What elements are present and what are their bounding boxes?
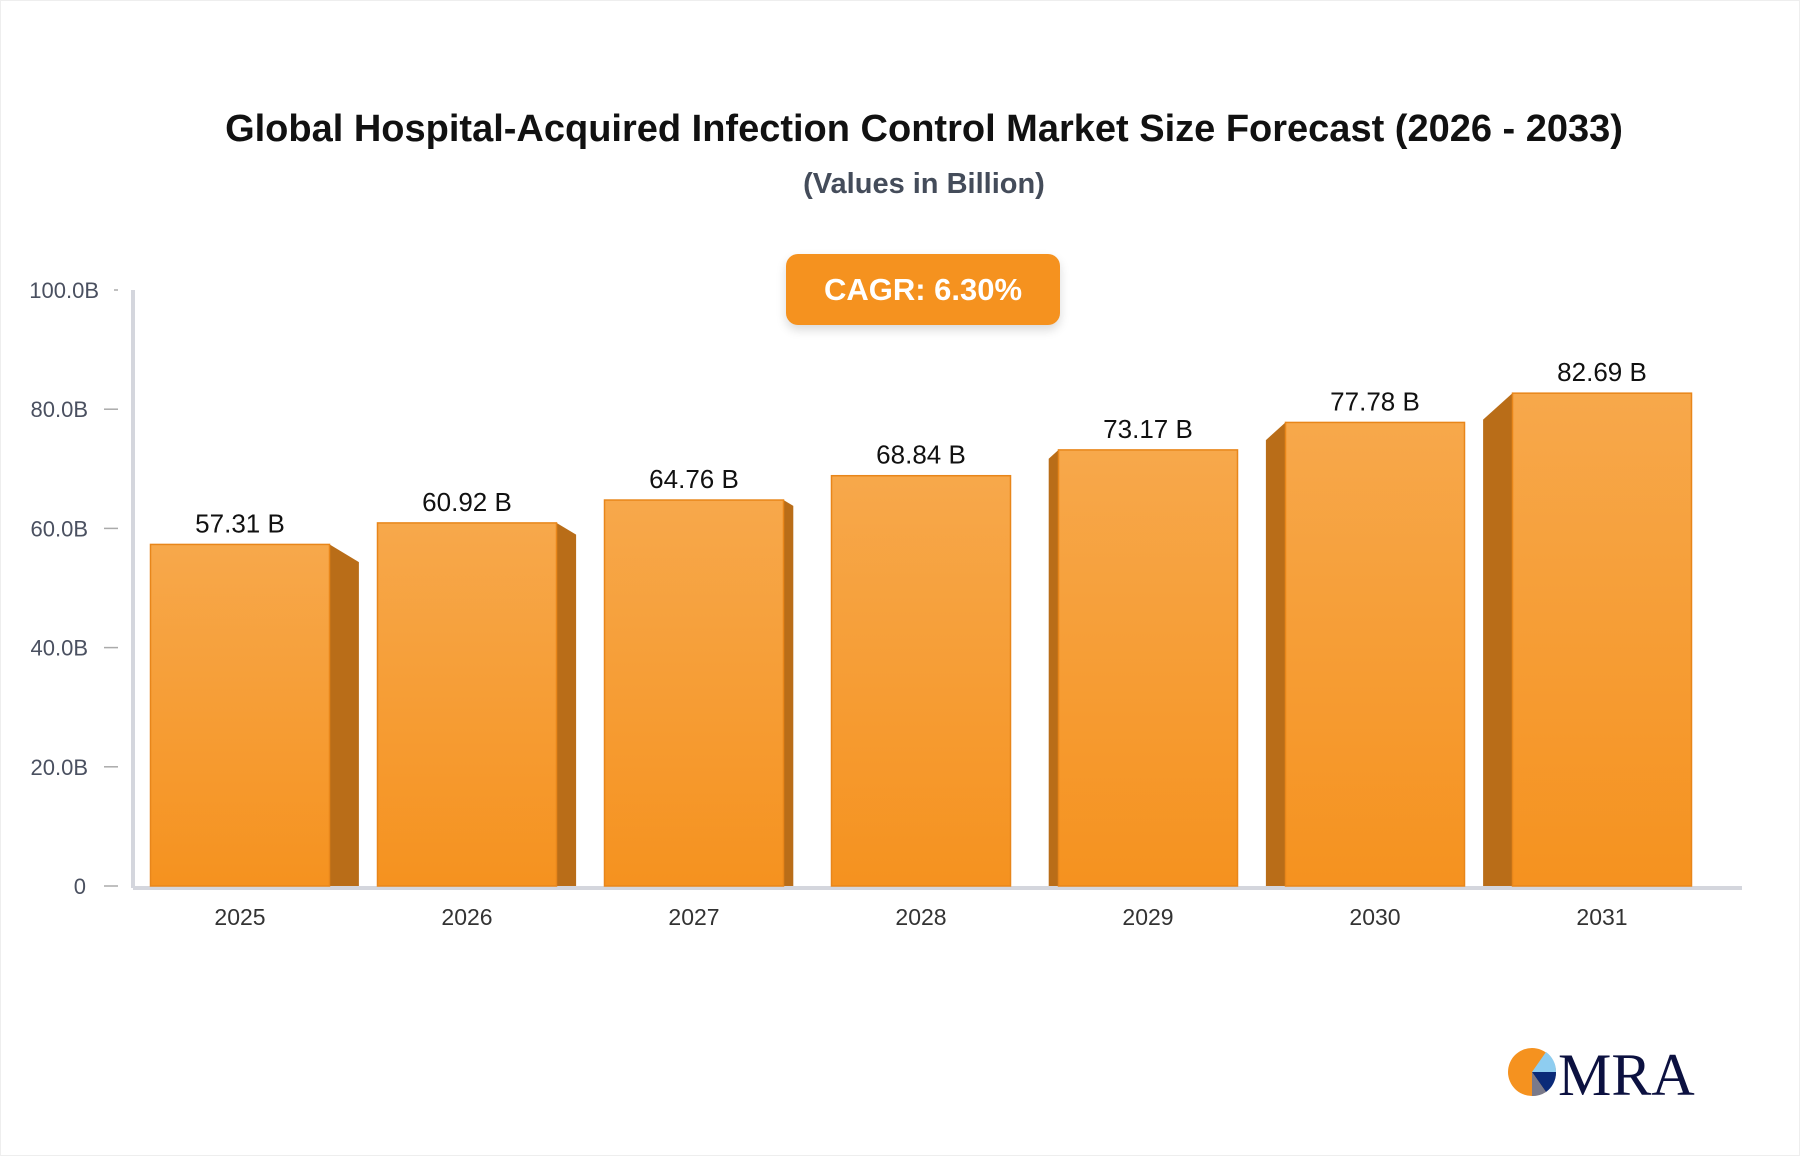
- bar-group: 73.17 B 2029: [1048, 414, 1239, 930]
- bar: [376, 522, 558, 887]
- y-tick-label: 0: [74, 874, 86, 899]
- cagr-badge: CAGR: 6.30%: [786, 254, 1060, 325]
- y-tick-label: 80.0B: [31, 397, 89, 422]
- bar: [1284, 421, 1466, 887]
- y-tick-label: 100.0B: [29, 278, 99, 303]
- bar-group: 77.78 B 2030: [1265, 386, 1466, 930]
- bar: [1511, 392, 1693, 887]
- bar: [830, 474, 1012, 887]
- x-tick-label: 2025: [214, 904, 265, 930]
- bar-group: 82.69 B 2031: [1483, 357, 1693, 930]
- data-label: 60.92 B: [422, 487, 512, 517]
- y-tick-label: 20.0B: [31, 755, 89, 780]
- bar-side: [783, 500, 794, 886]
- y-tick-label: 60.0B: [31, 516, 89, 541]
- chart-title: Global Hospital-Acquired Infection Contr…: [225, 108, 1623, 150]
- chart-subtitle: (Values in Billion): [803, 168, 1045, 200]
- bar-side: [1048, 449, 1059, 886]
- y-tick-label: 40.0B: [31, 636, 89, 661]
- x-tick-label: 2027: [668, 904, 719, 930]
- bar-group: 60.92 B 2026: [376, 487, 577, 930]
- bar-side: [329, 544, 359, 886]
- svg-text:MRA: MRA: [1558, 1042, 1695, 1102]
- data-label: 57.31 B: [195, 508, 285, 538]
- bar-side: [556, 522, 577, 886]
- x-tick-label: 2030: [1349, 904, 1400, 930]
- bar-side: [1483, 393, 1513, 886]
- data-label: 77.78 B: [1330, 386, 1420, 416]
- x-tick-label: 2026: [441, 904, 492, 930]
- bar-group: 64.76 B 2027: [603, 464, 794, 930]
- mra-logo: MRA: [1508, 1042, 1695, 1102]
- x-tick-label: 2031: [1576, 904, 1627, 930]
- data-label: 73.17 B: [1103, 414, 1193, 444]
- data-label: 68.84 B: [876, 440, 966, 470]
- x-tick-label: 2029: [1122, 904, 1173, 930]
- data-label: 64.76 B: [649, 464, 739, 494]
- bar-group: 57.31 B 2025: [149, 508, 359, 930]
- bar: [1057, 449, 1239, 887]
- x-tick-label: 2028: [895, 904, 946, 930]
- bar: [149, 543, 331, 887]
- bar-side: [1265, 422, 1286, 886]
- bar: [603, 499, 785, 887]
- bar-group: 68.84 B 2028: [830, 440, 1012, 930]
- data-label: 82.69 B: [1557, 357, 1647, 387]
